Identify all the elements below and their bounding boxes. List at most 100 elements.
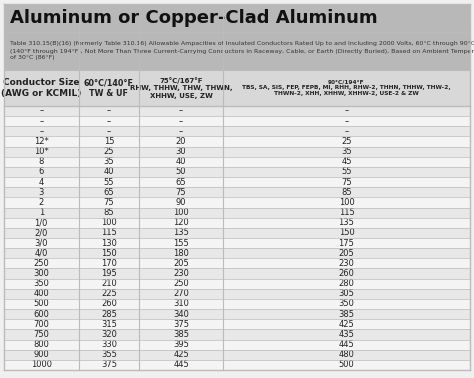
Text: 150: 150 xyxy=(101,249,117,258)
Text: 75: 75 xyxy=(176,188,186,197)
Text: 135: 135 xyxy=(338,218,355,227)
Text: 1: 1 xyxy=(39,208,44,217)
Bar xyxy=(4,167,470,177)
Text: 230: 230 xyxy=(173,269,189,278)
Text: 270: 270 xyxy=(173,289,189,298)
Text: 170: 170 xyxy=(101,259,117,268)
Text: 130: 130 xyxy=(101,239,117,248)
Text: 395: 395 xyxy=(173,340,189,349)
Text: 8: 8 xyxy=(38,157,44,166)
Text: 285: 285 xyxy=(101,310,117,319)
Text: 75: 75 xyxy=(103,198,114,207)
Text: 900: 900 xyxy=(33,350,49,359)
Text: 85: 85 xyxy=(103,208,114,217)
Text: 45: 45 xyxy=(341,157,352,166)
Text: 100: 100 xyxy=(101,218,117,227)
Bar xyxy=(4,197,470,208)
Bar xyxy=(4,70,470,106)
Text: 260: 260 xyxy=(101,299,117,308)
Text: 2: 2 xyxy=(39,198,44,207)
Text: –: – xyxy=(107,117,111,126)
Bar xyxy=(4,177,470,187)
Text: 25: 25 xyxy=(104,147,114,156)
Text: 30: 30 xyxy=(176,147,186,156)
Text: –: – xyxy=(345,117,349,126)
Text: 800: 800 xyxy=(33,340,49,349)
Text: 300: 300 xyxy=(33,269,49,278)
Text: 445: 445 xyxy=(173,361,189,369)
Text: 115: 115 xyxy=(338,208,355,217)
Text: 15: 15 xyxy=(104,137,114,146)
Text: 150: 150 xyxy=(338,228,355,237)
Bar xyxy=(4,136,470,147)
Text: 20: 20 xyxy=(176,137,186,146)
Text: 205: 205 xyxy=(338,249,355,258)
Bar xyxy=(4,360,470,370)
Bar xyxy=(4,329,470,339)
Text: 480: 480 xyxy=(338,350,355,359)
Bar xyxy=(4,126,470,136)
Text: 10*: 10* xyxy=(34,147,49,156)
Text: 320: 320 xyxy=(101,330,117,339)
Text: 310: 310 xyxy=(173,299,189,308)
Text: 250: 250 xyxy=(33,259,49,268)
Bar xyxy=(4,208,470,218)
Text: 180: 180 xyxy=(173,249,189,258)
Text: 500: 500 xyxy=(33,299,49,308)
Text: 350: 350 xyxy=(338,299,355,308)
Bar xyxy=(4,157,470,167)
Text: 6: 6 xyxy=(38,167,44,177)
Text: 445: 445 xyxy=(338,340,355,349)
Text: 65: 65 xyxy=(103,188,114,197)
Text: 100: 100 xyxy=(173,208,189,217)
Bar xyxy=(4,147,470,157)
Text: 2/0: 2/0 xyxy=(35,228,48,237)
Text: 3/0: 3/0 xyxy=(35,239,48,248)
Text: –: – xyxy=(179,127,183,136)
Text: 135: 135 xyxy=(173,228,189,237)
Text: 280: 280 xyxy=(338,279,355,288)
Text: Table 310.15(B)(16) (formerly Table 310.16) Allowable Ampacities of Insulated Co: Table 310.15(B)(16) (formerly Table 310.… xyxy=(10,42,474,60)
Text: 85: 85 xyxy=(341,188,352,197)
Text: 250: 250 xyxy=(173,279,189,288)
Bar xyxy=(4,32,470,70)
Bar xyxy=(4,187,470,197)
Text: –: – xyxy=(107,107,111,116)
Text: 75: 75 xyxy=(341,178,352,187)
Text: 500: 500 xyxy=(338,361,355,369)
Text: 435: 435 xyxy=(338,330,355,339)
Bar xyxy=(4,350,470,360)
Bar xyxy=(4,106,470,116)
Text: 385: 385 xyxy=(338,310,355,319)
Text: 65: 65 xyxy=(176,178,186,187)
Bar xyxy=(4,218,470,228)
Text: 205: 205 xyxy=(173,259,189,268)
Text: –: – xyxy=(179,107,183,116)
Text: 305: 305 xyxy=(338,289,355,298)
Text: –: – xyxy=(345,107,349,116)
Text: 40: 40 xyxy=(104,167,114,177)
Text: 55: 55 xyxy=(104,178,114,187)
Bar xyxy=(4,289,470,299)
Text: 330: 330 xyxy=(101,340,117,349)
Bar xyxy=(4,238,470,248)
Text: 12*: 12* xyxy=(34,137,49,146)
Text: 375: 375 xyxy=(101,361,117,369)
Text: 100: 100 xyxy=(338,198,355,207)
Bar xyxy=(4,4,470,32)
Text: –: – xyxy=(39,117,44,126)
Text: 750: 750 xyxy=(33,330,49,339)
Bar xyxy=(4,268,470,279)
Bar xyxy=(4,258,470,268)
Text: 425: 425 xyxy=(173,350,189,359)
Text: 210: 210 xyxy=(101,279,117,288)
Text: 230: 230 xyxy=(338,259,355,268)
Text: 90°C/194°F
TBS, SA, SIS, FEP, FEPB, MI, RHH, RHW-2, THHN, THHW, THW-2,
THWN-2, X: 90°C/194°F TBS, SA, SIS, FEP, FEPB, MI, … xyxy=(242,79,451,96)
Bar xyxy=(4,248,470,258)
Text: Conductor Size
(AWG or KCMIL): Conductor Size (AWG or KCMIL) xyxy=(1,78,82,98)
Text: 1/0: 1/0 xyxy=(35,218,48,227)
Text: 120: 120 xyxy=(173,218,189,227)
Text: 375: 375 xyxy=(173,320,189,329)
Text: –: – xyxy=(39,127,44,136)
Text: 75°C/167°F
RHW, THHW, THW, THWN,
XHHW, USE, ZW: 75°C/167°F RHW, THHW, THW, THWN, XHHW, U… xyxy=(130,77,232,99)
